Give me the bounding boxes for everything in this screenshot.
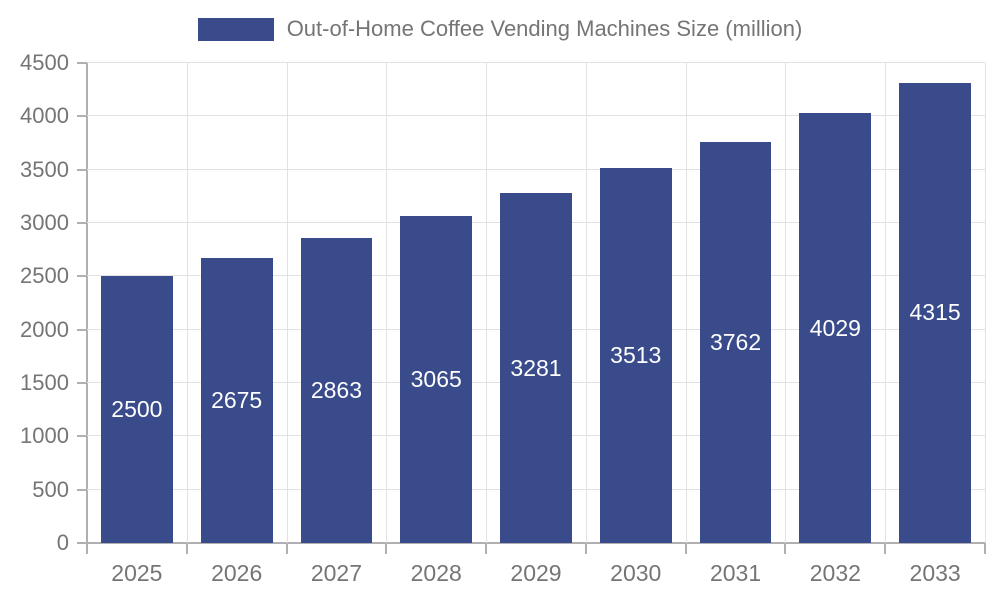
y-gridline (87, 62, 985, 63)
bar-2031: 3762 (699, 141, 772, 543)
y-tick-label: 4000 (20, 103, 69, 129)
y-tick-mark (77, 488, 87, 491)
bar-value-label: 2675 (211, 386, 263, 413)
x-gridline (685, 63, 687, 543)
bar-2030: 3513 (599, 168, 672, 543)
chart-legend: Out-of-Home Coffee Vending Machines Size… (0, 16, 1000, 42)
x-tick-label: 2032 (809, 560, 861, 586)
bar-value-label: 2500 (111, 396, 163, 423)
x-tick-label: 2033 (909, 560, 961, 586)
x-tick-mark (285, 543, 288, 554)
x-gridline (286, 63, 288, 543)
x-tick-label: 2029 (510, 560, 562, 586)
bar-value-label: 4029 (809, 314, 861, 341)
bar-2027: 2863 (300, 237, 373, 543)
x-tick-label: 2031 (709, 560, 762, 586)
plot-area: 0 500 1000 1500 2000 2500 3000 3500 4000 4500 2500… (20, 51, 986, 586)
x-gridline (985, 63, 986, 543)
y-tick-label: 1000 (20, 423, 69, 449)
y-tick-mark (77, 222, 87, 225)
x-tick-label: 2030 (610, 560, 662, 586)
y-tick-label: 500 (32, 476, 69, 502)
legend-swatch (197, 17, 274, 41)
bar-value-label: 3281 (510, 354, 562, 381)
bar-value-label: 2863 (310, 376, 363, 403)
y-tick-label: 3000 (20, 210, 69, 236)
x-axis-line (86, 542, 985, 544)
bar-value-label: 4315 (909, 299, 961, 326)
x-tick-mark (385, 543, 388, 554)
x-tick-label: 2027 (310, 560, 363, 586)
bar-2026: 2675 (200, 257, 273, 543)
y-tick-mark (77, 62, 87, 64)
bar-2029: 3281 (500, 193, 572, 543)
x-gridline (785, 63, 787, 543)
x-tick-mark (884, 543, 887, 554)
x-tick-mark (86, 543, 88, 554)
y-tick-label: 4500 (20, 50, 69, 75)
y-tick-mark (77, 435, 87, 438)
x-gridline (186, 63, 188, 543)
y-tick-label: 3500 (20, 156, 69, 182)
y-tick-mark (77, 115, 87, 118)
bar-2032: 4029 (799, 113, 872, 543)
x-gridline (486, 63, 488, 543)
y-tick-label: 2500 (20, 263, 69, 289)
bar-value-label: 3513 (610, 342, 662, 369)
legend-label: Out-of-Home Coffee Vending Machines Size… (286, 16, 803, 41)
bar-2028: 3065 (400, 216, 473, 543)
x-tick-mark (684, 543, 687, 554)
x-tick-label: 2028 (410, 560, 462, 586)
y-gridline (87, 168, 985, 170)
bar-value-label: 3762 (709, 328, 762, 355)
x-tick-mark (984, 543, 986, 554)
y-tick-label: 0 (56, 530, 69, 555)
y-tick-mark (77, 328, 87, 331)
x-tick-mark (584, 543, 587, 554)
y-gridline (87, 115, 985, 117)
x-tick-mark (784, 543, 787, 554)
y-axis-line (86, 63, 88, 543)
x-gridline (585, 63, 587, 543)
x-gridline (885, 63, 887, 543)
bar-value-label: 3065 (410, 366, 462, 393)
x-tick-label: 2025 (111, 560, 163, 586)
bar-2033: 4315 (899, 82, 972, 543)
y-tick-mark (77, 542, 87, 544)
x-gridline (386, 63, 388, 543)
y-tick-label: 2000 (20, 316, 69, 342)
x-tick-mark (185, 543, 188, 554)
x-tick-label: 2026 (211, 560, 263, 586)
x-tick-mark (485, 543, 488, 554)
y-tick-mark (77, 275, 87, 278)
y-tick-mark (77, 382, 87, 385)
y-tick-label: 1500 (20, 370, 69, 396)
bar-2025: 2500 (100, 276, 173, 543)
y-tick-mark (77, 168, 87, 171)
